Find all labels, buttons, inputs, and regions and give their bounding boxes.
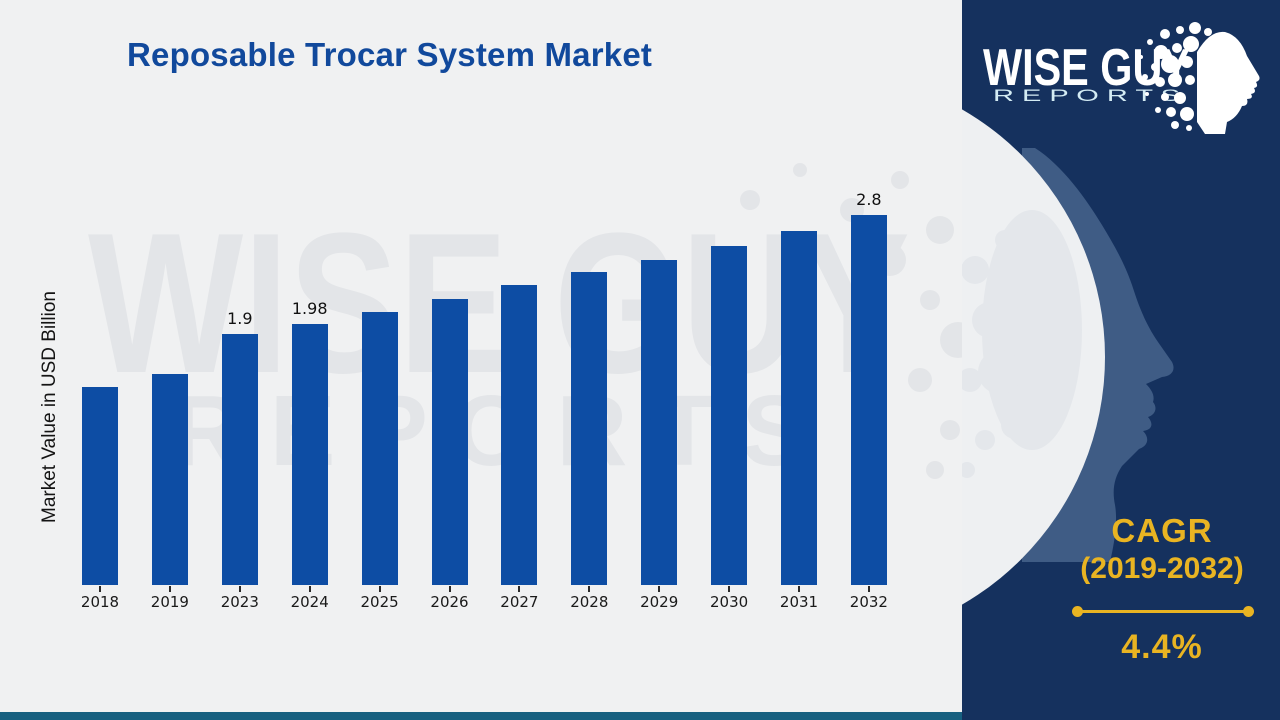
bottom-accent-strip: [0, 712, 962, 720]
bar-2028: [571, 272, 608, 585]
x-axis-tick: [238, 586, 241, 592]
bar-2026: [431, 299, 468, 585]
bar-value-label: 1.9: [227, 309, 253, 328]
cagr-value: 4.4%: [1121, 628, 1203, 666]
x-tick-label: 2029: [640, 593, 679, 611]
cagr-range: (2019-2032): [1080, 552, 1244, 585]
x-axis-tick: [308, 586, 311, 592]
plot-area: 2018 2019 2023 1.9 2024 1.98 2025 2026 2027 2028 2…: [80, 190, 888, 611]
x-axis-tick: [168, 586, 171, 592]
x-axis-tick: [867, 586, 870, 592]
bar-value-label: 1.98: [291, 299, 328, 318]
x-axis-tick: [658, 586, 661, 592]
x-tick-label: 2024: [290, 593, 329, 611]
bar-2018: [82, 387, 118, 585]
bar-2029: [641, 260, 678, 585]
brand-panel: WISE GUY R E P O R T S CAGR (2019-2032) …: [962, 0, 1280, 720]
x-axis-tick: [728, 586, 731, 592]
bar-2019: [151, 374, 188, 585]
x-tick-label: 2019: [150, 593, 189, 611]
wise-guy-reports-logo: WISE GUY R E P O R T S: [983, 22, 1260, 135]
bar-2027: [501, 285, 538, 585]
circle-dots: [962, 210, 1082, 478]
x-tick-label: 2031: [779, 593, 819, 611]
bar-2031: [781, 231, 817, 585]
x-axis-tick: [798, 586, 800, 592]
logo-face-icon: [1139, 22, 1260, 135]
x-axis-tick: [448, 586, 451, 592]
bar-2025: [361, 312, 398, 585]
x-axis-tick: [99, 586, 101, 592]
x-tick-label: 2023: [220, 593, 259, 611]
x-tick-label: 2026: [430, 593, 469, 611]
x-tick-label: 2018: [80, 593, 120, 611]
logo-line2: R E P O R T S: [993, 86, 1180, 105]
x-tick-label: 2025: [360, 593, 399, 611]
bar-2024: [291, 324, 328, 585]
bar-value-label: 2.8: [856, 190, 882, 209]
x-tick-label: 2032: [849, 593, 888, 611]
x-axis-tick: [588, 586, 591, 592]
x-tick-label: 2027: [500, 593, 539, 611]
bar-2030: [711, 246, 748, 585]
cagr-heading: CAGR: [1111, 512, 1213, 549]
x-axis-tick: [518, 586, 521, 592]
cagr-divider-line: [1072, 606, 1254, 617]
bar-2023: [221, 334, 258, 585]
x-tick-label: 2028: [570, 593, 609, 611]
x-axis-tick: [378, 586, 381, 592]
watermark-line2: R E P O R T S: [172, 375, 807, 487]
x-tick-label: 2030: [710, 593, 749, 611]
bar-2032: [850, 215, 887, 585]
chart-title: Reposable Trocar System Market: [127, 36, 653, 73]
